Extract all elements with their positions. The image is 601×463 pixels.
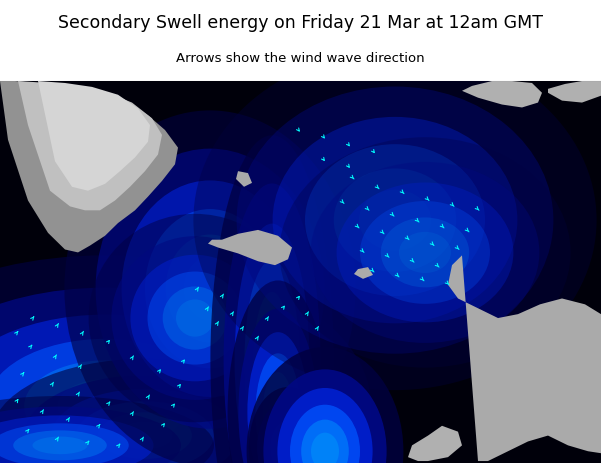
Ellipse shape bbox=[0, 315, 266, 463]
Ellipse shape bbox=[255, 353, 300, 463]
Polygon shape bbox=[236, 171, 252, 187]
Ellipse shape bbox=[147, 271, 242, 364]
Ellipse shape bbox=[270, 420, 305, 463]
Ellipse shape bbox=[263, 372, 293, 452]
Polygon shape bbox=[18, 81, 162, 210]
Ellipse shape bbox=[311, 432, 339, 463]
Ellipse shape bbox=[239, 309, 317, 463]
Ellipse shape bbox=[58, 379, 153, 433]
Polygon shape bbox=[462, 81, 542, 107]
Ellipse shape bbox=[334, 169, 456, 272]
Ellipse shape bbox=[248, 332, 308, 463]
Polygon shape bbox=[0, 81, 178, 252]
Ellipse shape bbox=[253, 292, 291, 428]
Ellipse shape bbox=[0, 359, 299, 463]
Polygon shape bbox=[408, 426, 462, 461]
Ellipse shape bbox=[88, 214, 301, 422]
Polygon shape bbox=[548, 81, 601, 103]
Ellipse shape bbox=[184, 257, 236, 320]
Ellipse shape bbox=[96, 149, 325, 429]
Polygon shape bbox=[448, 256, 601, 461]
Ellipse shape bbox=[261, 320, 283, 400]
Ellipse shape bbox=[210, 135, 334, 463]
Ellipse shape bbox=[163, 287, 227, 350]
Polygon shape bbox=[38, 81, 150, 191]
Ellipse shape bbox=[13, 431, 107, 460]
Ellipse shape bbox=[0, 288, 314, 463]
Ellipse shape bbox=[264, 411, 312, 463]
Text: Arrows show the wind wave direction: Arrows show the wind wave direction bbox=[176, 52, 425, 65]
Ellipse shape bbox=[237, 87, 554, 354]
Ellipse shape bbox=[269, 388, 287, 436]
Ellipse shape bbox=[194, 50, 597, 390]
Ellipse shape bbox=[176, 300, 214, 337]
Ellipse shape bbox=[399, 232, 451, 273]
Ellipse shape bbox=[249, 387, 327, 463]
Ellipse shape bbox=[64, 110, 356, 463]
Ellipse shape bbox=[257, 400, 319, 463]
Ellipse shape bbox=[305, 144, 485, 296]
Ellipse shape bbox=[0, 396, 214, 463]
Ellipse shape bbox=[0, 407, 181, 463]
Ellipse shape bbox=[359, 190, 431, 250]
Ellipse shape bbox=[0, 339, 224, 463]
Polygon shape bbox=[354, 267, 373, 279]
Ellipse shape bbox=[52, 389, 239, 463]
Ellipse shape bbox=[0, 415, 153, 463]
Ellipse shape bbox=[111, 236, 279, 400]
Ellipse shape bbox=[0, 256, 371, 463]
Ellipse shape bbox=[166, 235, 254, 343]
Text: Secondary Swell energy on Friday 21 Mar at 12am GMT: Secondary Swell energy on Friday 21 Mar … bbox=[58, 14, 543, 31]
Ellipse shape bbox=[228, 281, 328, 463]
Ellipse shape bbox=[273, 117, 517, 323]
Ellipse shape bbox=[0, 423, 129, 463]
Ellipse shape bbox=[24, 375, 266, 463]
Ellipse shape bbox=[290, 405, 360, 463]
Ellipse shape bbox=[118, 422, 172, 449]
Ellipse shape bbox=[278, 388, 373, 463]
Ellipse shape bbox=[276, 429, 300, 463]
Ellipse shape bbox=[98, 412, 192, 459]
Ellipse shape bbox=[24, 360, 186, 452]
Ellipse shape bbox=[246, 347, 403, 463]
Ellipse shape bbox=[234, 224, 310, 463]
Ellipse shape bbox=[121, 181, 299, 397]
Ellipse shape bbox=[32, 437, 88, 454]
Ellipse shape bbox=[145, 209, 275, 368]
Ellipse shape bbox=[279, 137, 570, 368]
Ellipse shape bbox=[281, 437, 295, 458]
Ellipse shape bbox=[224, 183, 320, 463]
Ellipse shape bbox=[130, 255, 260, 382]
Ellipse shape bbox=[311, 162, 540, 343]
Ellipse shape bbox=[381, 218, 469, 288]
Ellipse shape bbox=[301, 419, 349, 463]
Ellipse shape bbox=[337, 182, 513, 322]
Ellipse shape bbox=[245, 260, 299, 461]
Ellipse shape bbox=[76, 401, 214, 463]
Ellipse shape bbox=[263, 369, 386, 463]
Polygon shape bbox=[208, 230, 292, 265]
Ellipse shape bbox=[360, 201, 490, 304]
